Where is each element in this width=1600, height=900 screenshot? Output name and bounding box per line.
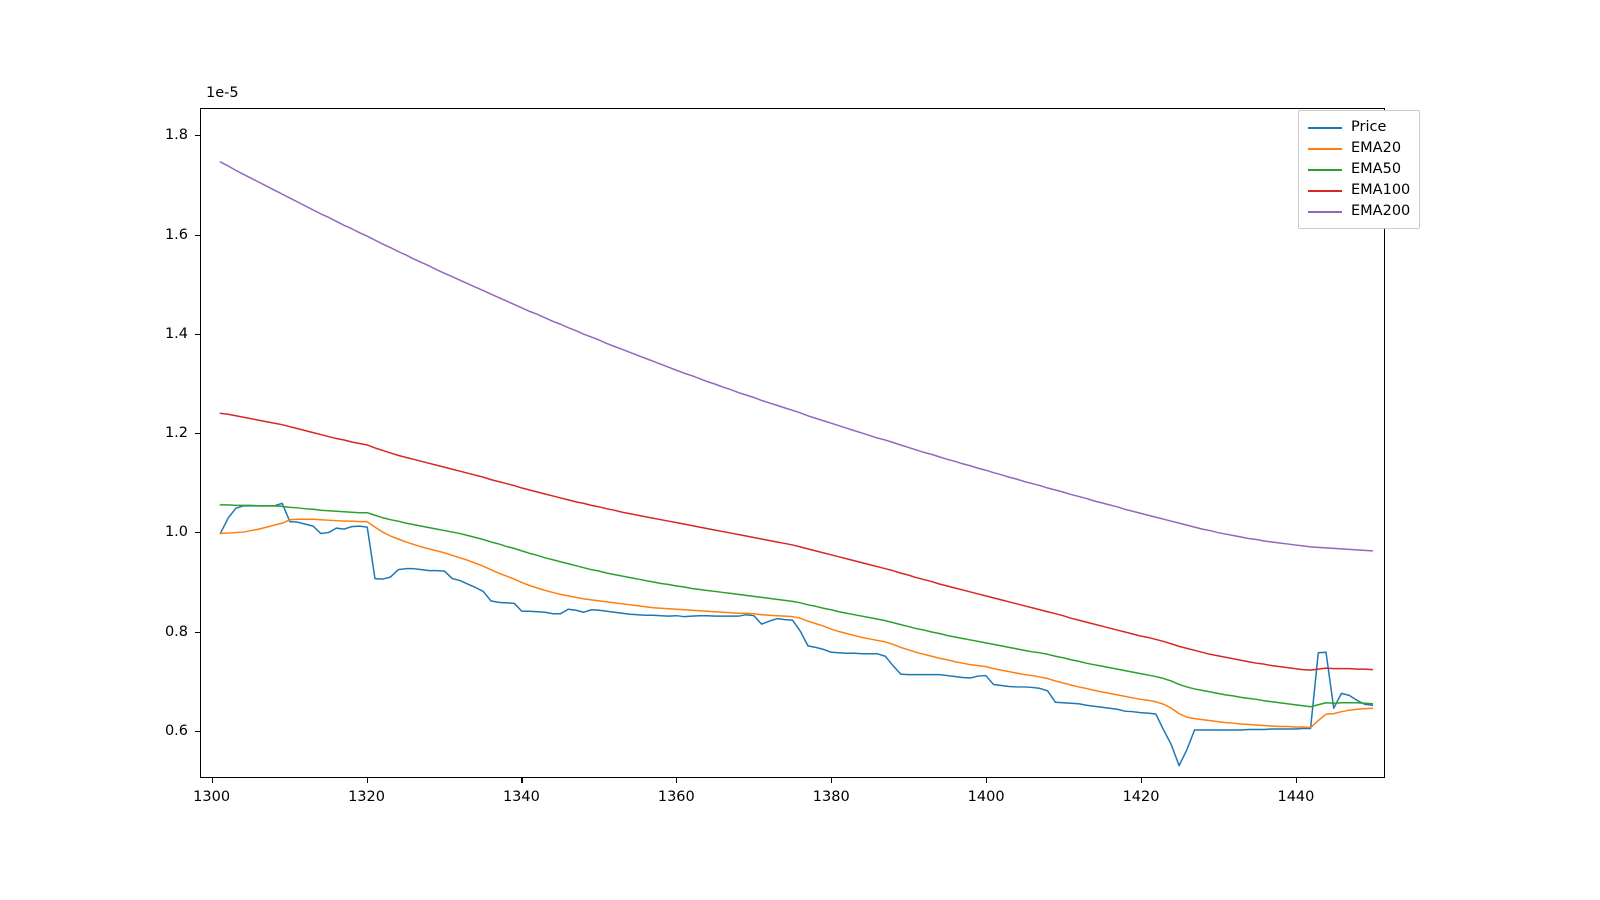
- y-tick-mark: [195, 433, 200, 435]
- x-tick-label: 1360: [657, 789, 695, 805]
- x-tick-mark: [366, 778, 368, 783]
- legend-item-ema200[interactable]: EMA200: [1308, 201, 1410, 222]
- legend-swatch-ema200-icon: [1308, 210, 1342, 213]
- x-tick-label: 1380: [812, 789, 850, 805]
- x-tick-label: 1420: [1122, 789, 1160, 805]
- y-tick-label: 1.4: [164, 325, 188, 342]
- x-tick-mark: [1295, 778, 1298, 783]
- plot-lines-svg: [219, 161, 1374, 767]
- legend-item-price[interactable]: Price: [1308, 117, 1410, 138]
- x-tick-mark: [831, 778, 833, 783]
- legend-item-ema20[interactable]: EMA20: [1308, 138, 1410, 159]
- y-tick-mark: [195, 234, 200, 236]
- legend-swatch-price-icon: [1308, 126, 1342, 129]
- legend-label: EMA100: [1351, 182, 1411, 199]
- x-tick-mark: [1141, 778, 1143, 783]
- legend-label: Price: [1351, 119, 1387, 136]
- series-line-ema200: [219, 161, 1374, 552]
- legend-swatch-ema50-icon: [1308, 168, 1342, 171]
- legend-swatch-ema100-icon: [1308, 189, 1342, 192]
- series-line-ema100: [219, 412, 1374, 671]
- x-tick-mark: [521, 778, 523, 783]
- x-tick-label: 1440: [1277, 789, 1315, 805]
- x-tick-mark: [676, 778, 678, 783]
- y-tick-label: 0.8: [164, 623, 188, 640]
- legend-swatch-ema20-icon: [1308, 147, 1342, 150]
- y-tick-label: 1.8: [164, 127, 188, 144]
- y-tick-mark: [195, 631, 200, 633]
- series-line-price: [219, 502, 1374, 767]
- y-axis-offset-text: 1e-5: [206, 85, 239, 101]
- x-tick-label: 1340: [502, 789, 540, 805]
- y-tick-mark: [195, 532, 200, 534]
- legend-label: EMA20: [1351, 140, 1402, 157]
- y-tick-label: 0.6: [164, 722, 188, 739]
- series-line-ema50: [219, 504, 1374, 708]
- y-tick-mark: [195, 135, 200, 137]
- y-tick-mark: [195, 333, 200, 335]
- y-tick-label: 1.0: [164, 524, 188, 541]
- x-tick-mark: [211, 778, 213, 783]
- y-tick-label: 1.2: [164, 425, 188, 442]
- plot-axes: [200, 108, 1385, 778]
- y-tick-label: 1.6: [164, 226, 188, 243]
- legend-label: EMA50: [1351, 161, 1402, 178]
- legend-item-ema50[interactable]: EMA50: [1308, 159, 1410, 180]
- x-tick-mark: [986, 778, 988, 783]
- legend-label: EMA200: [1351, 203, 1411, 220]
- x-tick-label: 1300: [193, 789, 231, 805]
- x-tick-label: 1400: [967, 789, 1005, 805]
- legend-item-ema100[interactable]: EMA100: [1308, 180, 1410, 201]
- series-line-ema20: [219, 518, 1374, 729]
- chart-legend[interactable]: Price EMA20 EMA50 EMA100 EMA200: [1298, 110, 1421, 229]
- x-tick-label: 1320: [348, 789, 385, 805]
- y-tick-mark: [195, 730, 200, 732]
